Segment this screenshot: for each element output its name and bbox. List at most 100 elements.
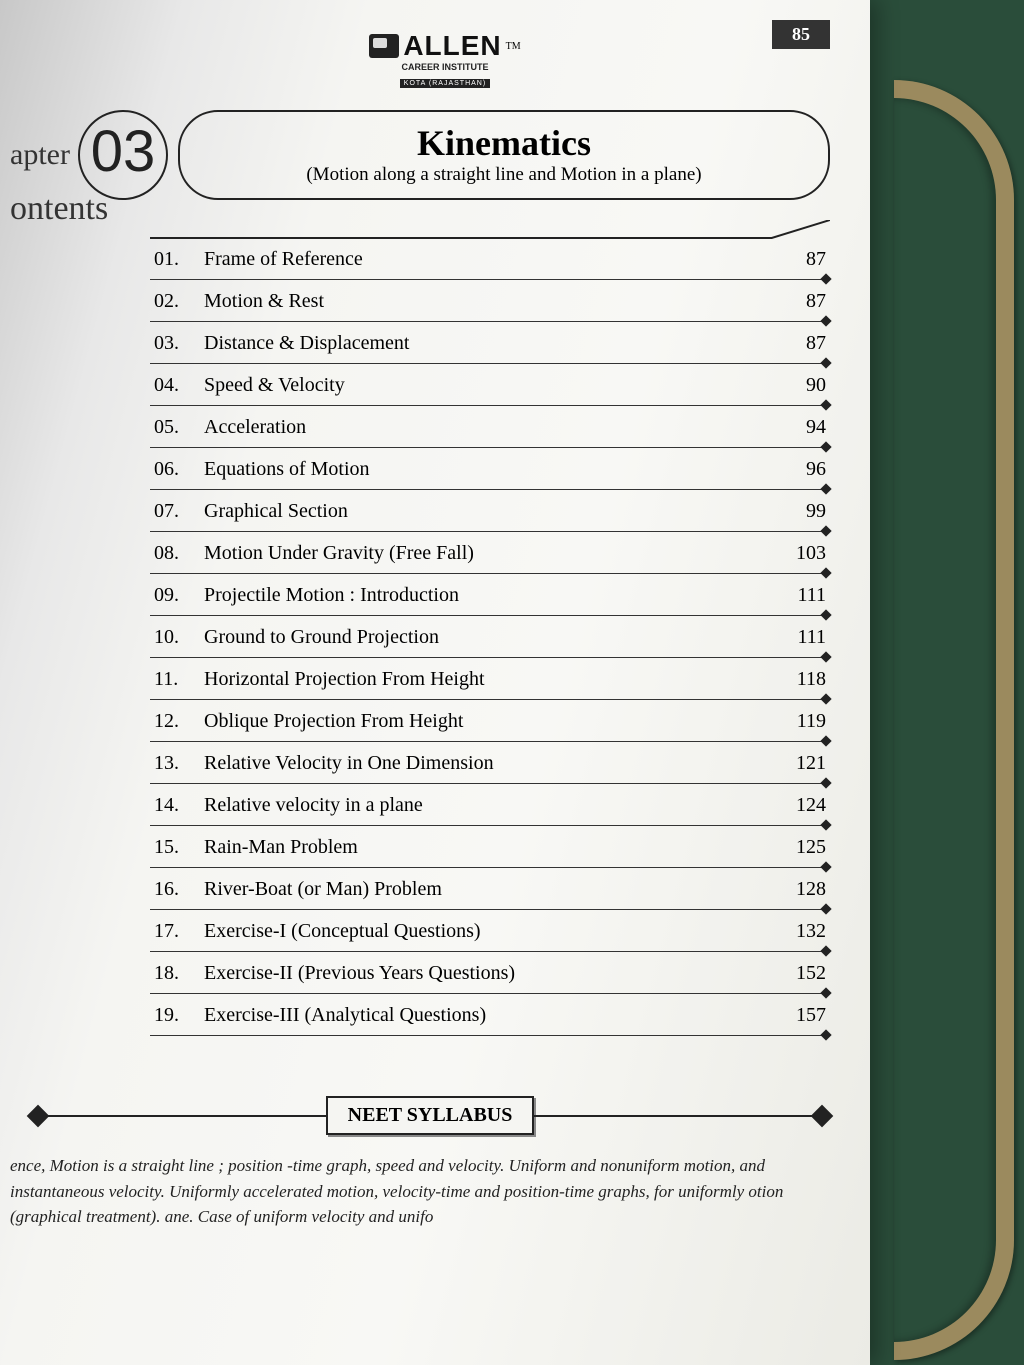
toc-row: 08.Motion Under Gravity (Free Fall)103 — [150, 532, 830, 574]
toc-row-number: 11. — [154, 668, 204, 691]
toc-row: 04.Speed & Velocity90 — [150, 364, 830, 406]
toc-row-title: Equations of Motion — [204, 458, 776, 481]
toc-row: 15.Rain-Man Problem125 — [150, 826, 830, 868]
toc-row-number: 15. — [154, 836, 204, 859]
toc-row-title: Exercise-I (Conceptual Questions) — [204, 920, 776, 943]
publisher-logo: ALLEN TM CAREER INSTITUTE KOTA (RAJASTHA… — [345, 30, 545, 90]
diamond-icon — [27, 1104, 50, 1127]
toc-row-page: 118 — [776, 668, 826, 691]
logo-tm: TM — [506, 41, 521, 52]
background-rope — [894, 80, 1014, 1360]
toc-row: 16.River-Boat (or Man) Problem128 — [150, 868, 830, 910]
toc-row-page: 132 — [776, 920, 826, 943]
toc-row-title: Frame of Reference — [204, 248, 776, 271]
toc-row-title: Projectile Motion : Introduction — [204, 584, 776, 607]
toc-row-page: 152 — [776, 962, 826, 985]
toc-row-number: 09. — [154, 584, 204, 607]
toc-row-page: 90 — [776, 374, 826, 397]
chapter-subtitle: (Motion along a straight line and Motion… — [200, 164, 808, 186]
toc-row-number: 17. — [154, 920, 204, 943]
book-page: 85 ALLEN TM CAREER INSTITUTE KOTA (RAJAS… — [0, 0, 870, 1365]
toc-row-page: 124 — [776, 794, 826, 817]
toc-row-title: Motion Under Gravity (Free Fall) — [204, 542, 776, 565]
toc-row-page: 99 — [776, 500, 826, 523]
toc-row-title: Acceleration — [204, 416, 776, 439]
toc-row-number: 07. — [154, 500, 204, 523]
toc-row-title: Oblique Projection From Height — [204, 710, 776, 733]
toc-row-number: 02. — [154, 290, 204, 313]
toc-row: 03.Distance & Displacement87 — [150, 322, 830, 364]
toc-row: 19.Exercise-III (Analytical Questions)15… — [150, 994, 830, 1036]
divider-line — [46, 1115, 326, 1117]
toc-row-page: 87 — [776, 332, 826, 355]
syllabus-body-text: ence, Motion is a straight line ; positi… — [10, 1153, 830, 1230]
toc-row-title: Horizontal Projection From Height — [204, 668, 776, 691]
toc-row-page: 103 — [776, 542, 826, 565]
toc-row-title: Motion & Rest — [204, 290, 776, 313]
toc-row-title: Exercise-II (Previous Years Questions) — [204, 962, 776, 985]
toc-row: 11.Horizontal Projection From Height118 — [150, 658, 830, 700]
chapter-number-circle: 03 — [78, 110, 168, 200]
chapter-title: Kinematics — [200, 122, 808, 164]
toc-row-number: 13. — [154, 752, 204, 775]
toc-row-number: 05. — [154, 416, 204, 439]
toc-row-number: 06. — [154, 458, 204, 481]
toc-row-title: Exercise-III (Analytical Questions) — [204, 1004, 776, 1027]
toc-row: 14.Relative velocity in a plane124 — [150, 784, 830, 826]
toc-row-page: 96 — [776, 458, 826, 481]
toc-row-number: 19. — [154, 1004, 204, 1027]
toc-row-page: 94 — [776, 416, 826, 439]
toc-row-number: 04. — [154, 374, 204, 397]
toc-pointer-arrow — [150, 220, 830, 240]
toc-row: 09.Projectile Motion : Introduction111 — [150, 574, 830, 616]
toc-row-page: 157 — [776, 1004, 826, 1027]
toc-row-page: 111 — [776, 626, 826, 649]
toc-row: 12.Oblique Projection From Height119 — [150, 700, 830, 742]
divider-line — [534, 1115, 814, 1117]
toc-row-number: 03. — [154, 332, 204, 355]
logo-subtitle-1: CAREER INSTITUTE — [345, 62, 545, 72]
toc-row-title: Ground to Ground Projection — [204, 626, 776, 649]
toc-row-page: 87 — [776, 290, 826, 313]
toc-row: 05.Acceleration94 — [150, 406, 830, 448]
toc-row-number: 10. — [154, 626, 204, 649]
page-number-badge: 85 — [772, 20, 830, 49]
toc-row-number: 18. — [154, 962, 204, 985]
toc-row-number: 08. — [154, 542, 204, 565]
toc-row: 01.Frame of Reference87 — [150, 238, 830, 280]
table-of-contents: 01.Frame of Reference8702.Motion & Rest8… — [150, 238, 830, 1036]
chapter-title-bubble: Kinematics (Motion along a straight line… — [178, 110, 830, 200]
toc-row-title: River-Boat (or Man) Problem — [204, 878, 776, 901]
toc-row: 13.Relative Velocity in One Dimension121 — [150, 742, 830, 784]
toc-row-number: 01. — [154, 248, 204, 271]
toc-row-title: Speed & Velocity — [204, 374, 776, 397]
toc-row-page: 111 — [776, 584, 826, 607]
toc-row-title: Relative Velocity in One Dimension — [204, 752, 776, 775]
toc-row-page: 87 — [776, 248, 826, 271]
syllabus-label-box: NEET SYLLABUS — [326, 1096, 535, 1135]
toc-row-number: 16. — [154, 878, 204, 901]
toc-row-title: Relative velocity in a plane — [204, 794, 776, 817]
toc-row-page: 128 — [776, 878, 826, 901]
toc-row: 02.Motion & Rest87 — [150, 280, 830, 322]
logo-icon — [369, 34, 399, 58]
logo-subtitle-2: KOTA (RAJASTHAN) — [400, 79, 490, 88]
toc-row: 06.Equations of Motion96 — [150, 448, 830, 490]
toc-row: 17.Exercise-I (Conceptual Questions)132 — [150, 910, 830, 952]
toc-row: 10.Ground to Ground Projection111 — [150, 616, 830, 658]
toc-row-number: 12. — [154, 710, 204, 733]
toc-row-title: Distance & Displacement — [204, 332, 776, 355]
logo-name: ALLEN — [403, 30, 501, 62]
chapter-header: apter 03 Kinematics (Motion along a stra… — [60, 110, 830, 200]
toc-row-page: 119 — [776, 710, 826, 733]
toc-row-number: 14. — [154, 794, 204, 817]
toc-row-title: Rain-Man Problem — [204, 836, 776, 859]
toc-row: 07.Graphical Section99 — [150, 490, 830, 532]
toc-row-title: Graphical Section — [204, 500, 776, 523]
chapter-label-left: apter — [10, 140, 70, 170]
syllabus-divider: NEET SYLLABUS — [30, 1096, 830, 1135]
toc-row-page: 121 — [776, 752, 826, 775]
diamond-icon — [811, 1104, 834, 1127]
toc-row-page: 125 — [776, 836, 826, 859]
toc-row: 18.Exercise-II (Previous Years Questions… — [150, 952, 830, 994]
